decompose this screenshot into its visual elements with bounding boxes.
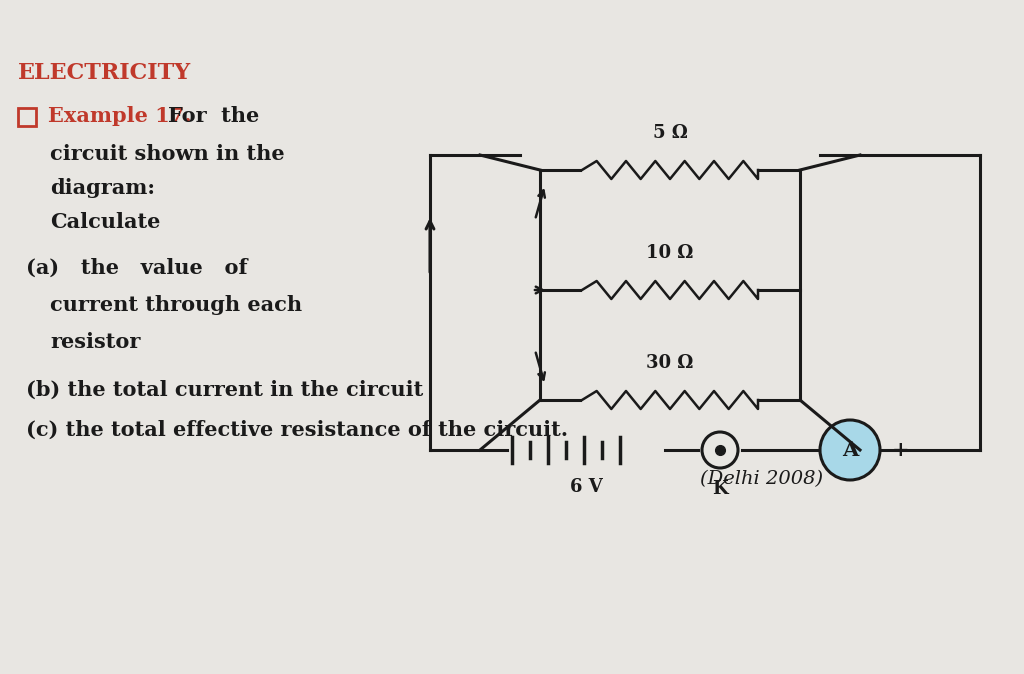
Text: resistor: resistor bbox=[50, 332, 140, 352]
Circle shape bbox=[820, 420, 880, 480]
Text: A: A bbox=[842, 440, 858, 460]
Text: (b) the total current in the circuit: (b) the total current in the circuit bbox=[26, 380, 423, 400]
Text: +: + bbox=[892, 440, 909, 460]
Text: 30 Ω: 30 Ω bbox=[646, 354, 693, 372]
Text: current through each: current through each bbox=[50, 295, 302, 315]
Text: circuit shown in the: circuit shown in the bbox=[50, 144, 285, 164]
Text: (c) the total effective resistance of the circuit.: (c) the total effective resistance of th… bbox=[26, 420, 568, 440]
Text: (Delhi 2008): (Delhi 2008) bbox=[700, 470, 823, 488]
Text: Calculate: Calculate bbox=[50, 212, 161, 232]
Text: 6 V: 6 V bbox=[569, 478, 602, 496]
Text: 10 Ω: 10 Ω bbox=[646, 244, 693, 262]
Text: diagram:: diagram: bbox=[50, 178, 155, 198]
Text: K: K bbox=[712, 480, 728, 498]
Text: (a)   the   value   of: (a) the value of bbox=[26, 258, 248, 278]
Text: For  the: For the bbox=[168, 106, 259, 126]
Text: ELECTRICITY: ELECTRICITY bbox=[18, 62, 191, 84]
Text: 5 Ω: 5 Ω bbox=[652, 124, 687, 142]
Text: Example 17.: Example 17. bbox=[48, 106, 191, 126]
